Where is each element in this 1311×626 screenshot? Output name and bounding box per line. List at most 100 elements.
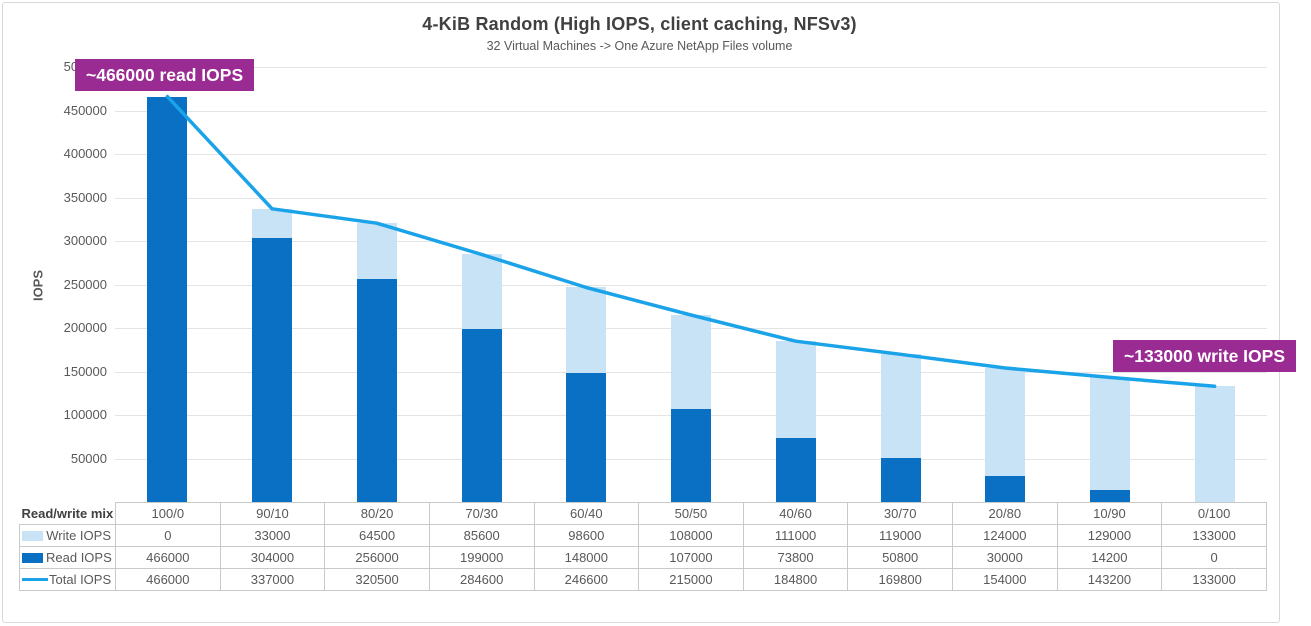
read-iops-bar: [356, 279, 397, 502]
table-category-cell: 50/50: [638, 502, 744, 525]
table-value-cell: 64500: [324, 524, 430, 547]
read-iops-bar: [880, 457, 921, 502]
table-value-cell: 215000: [638, 568, 744, 591]
legend-swatch-write-iops: [22, 531, 44, 541]
y-tick-label: 50000: [70, 450, 107, 466]
read-iops-bar: [566, 373, 607, 502]
table-value-cell: 119000: [847, 524, 953, 547]
y-tick-label: 100000: [63, 407, 107, 422]
table-value-cell: 246600: [533, 568, 640, 591]
chart-subtitle: 32 Virtual Machines -> One Azure NetApp …: [486, 39, 793, 53]
annotation-read-iops: ~466000 read IOPS: [75, 59, 255, 91]
data-table: Read/write mix 100/0 90/10 80/20 70/30 60/40 5…: [19, 502, 1267, 591]
table-value-cell: 284600: [428, 568, 535, 591]
table-category-cell: 0/100: [1161, 502, 1267, 525]
write-iops-bar: [356, 223, 397, 280]
table-value-cell: 304000: [219, 546, 326, 569]
plot-area: [115, 67, 1267, 502]
table-value-cell: 98600: [533, 524, 640, 547]
write-iops-bar: [775, 341, 816, 438]
y-gridline: [115, 67, 1267, 68]
table-value-cell: 184800: [742, 568, 849, 591]
table-value-cell: 320500: [324, 568, 430, 591]
table-value-cell: 169800: [847, 568, 953, 591]
table-value-cell: 143200: [1056, 568, 1163, 591]
table-value-cell: 14200: [1056, 546, 1163, 569]
y-tick-label: 350000: [63, 189, 107, 205]
table-value-cell: 124000: [952, 524, 1058, 547]
write-iops-bar: [461, 254, 502, 329]
total-iops-line: [165, 94, 1217, 389]
table-value-cell: 148000: [533, 546, 640, 569]
table-value-cell: 73800: [742, 546, 849, 569]
read-iops-bar: [775, 437, 816, 502]
y-gridline: [115, 284, 1267, 286]
table-value-cell: 0: [1161, 546, 1267, 569]
table-value-cell: 133000: [1161, 568, 1267, 591]
table-value-cell: 111000: [742, 524, 849, 547]
y-gridline: [115, 241, 1267, 242]
y-gridline: [115, 197, 1267, 199]
table-value-cell: 50800: [847, 546, 953, 569]
table-value-cell: 154000: [952, 568, 1058, 591]
write-iops-bar: [252, 208, 293, 238]
series-label: Write IOPS: [46, 528, 111, 543]
table-series-label-cell: Total IOPS: [19, 568, 116, 591]
read-iops-bar: [1089, 489, 1130, 502]
legend-swatch-read-iops: [22, 553, 43, 563]
y-tick-label: 200000: [63, 320, 107, 335]
table-category-cell: 40/60: [742, 502, 849, 525]
annotation-write-iops: ~133000 write IOPS: [1113, 340, 1297, 372]
read-iops-bar: [985, 475, 1026, 502]
table-series-row: Read IOPS 466000 304000 256000 199000 148000 1…: [19, 546, 1267, 569]
write-iops-bar: [880, 354, 921, 458]
table-category-cell: 20/80: [952, 502, 1058, 525]
table-value-cell: 107000: [638, 546, 744, 569]
table-category-cell: 30/70: [847, 502, 953, 525]
table-value-cell: 129000: [1056, 524, 1163, 547]
table-category-cell: 80/20: [324, 502, 430, 525]
y-tick-label: 400000: [63, 146, 107, 161]
read-iops-bar: [147, 96, 188, 502]
table-value-cell: 30000: [952, 546, 1058, 569]
write-iops-bar: [1194, 386, 1235, 502]
table-value-cell: 85600: [428, 524, 535, 547]
y-tick-label: 250000: [63, 276, 107, 292]
table-value-cell: 199000: [428, 546, 535, 569]
read-iops-bar: [461, 328, 502, 502]
write-iops-bar: [566, 287, 607, 374]
table-series-label-cell: Read IOPS: [19, 546, 116, 569]
legend-swatch-total-iops: [22, 578, 48, 581]
table-value-cell: 33000: [219, 524, 326, 547]
table-category-cell: 10/90: [1056, 502, 1163, 525]
table-category-cell: 60/40: [533, 502, 640, 525]
series-label: Read IOPS: [46, 550, 112, 565]
table-category-cell: 70/30: [428, 502, 535, 525]
table-value-cell: 0: [115, 524, 221, 547]
y-gridline: [115, 110, 1267, 112]
y-tick-label: 150000: [63, 363, 107, 379]
table-category-cell: 100/0: [115, 502, 221, 525]
table-value-cell: 256000: [324, 546, 430, 569]
read-iops-bar: [252, 237, 293, 502]
table-value-cell: 133000: [1161, 524, 1267, 547]
y-tick-label: 450000: [63, 102, 107, 118]
table-header-row: Read/write mix 100/0 90/10 80/20 70/30 60/40 5…: [20, 502, 1267, 525]
series-label: Total IOPS: [49, 572, 112, 587]
table-series-row: Total IOPS 466000 337000 320500 284600 246600…: [19, 568, 1267, 591]
chart-title: 4-KiB Random (High IOPS, client caching,…: [422, 14, 857, 34]
table-series-label-cell: Write IOPS: [19, 524, 116, 547]
y-tick-label: 300000: [63, 233, 107, 248]
table-value-cell: 108000: [638, 524, 744, 547]
write-iops-bar: [671, 314, 711, 409]
table-corner-label: Read/write mix: [21, 505, 114, 521]
table-category-cell: 90/10: [219, 502, 326, 525]
table-value-cell: 466000: [115, 546, 221, 569]
table-value-cell: 337000: [219, 568, 326, 591]
y-gridline: [115, 154, 1267, 155]
write-iops-bar: [1089, 377, 1130, 490]
table-value-cell: 466000: [115, 568, 221, 591]
table-series-row: Write IOPS 0 33000 64500 85600 98600 108000 111…: [19, 524, 1267, 547]
read-iops-bar: [671, 408, 711, 502]
write-iops-bar: [985, 368, 1026, 476]
